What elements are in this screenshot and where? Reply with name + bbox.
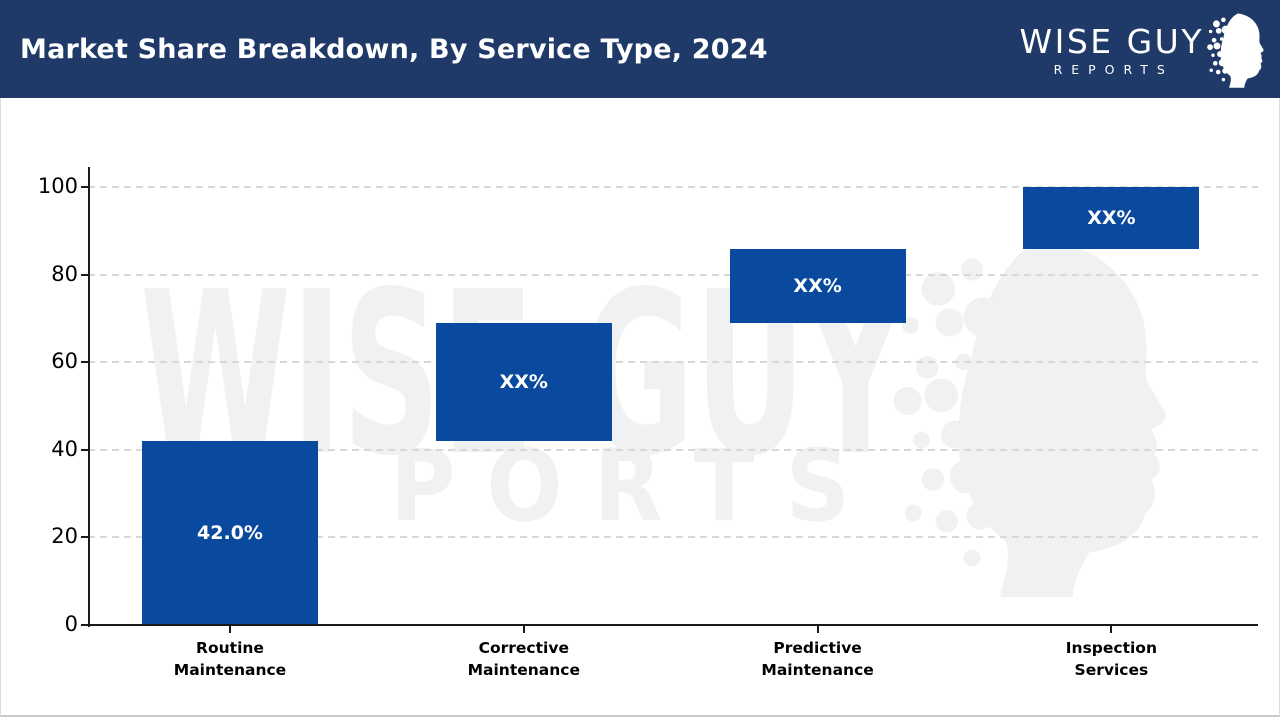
y-axis-line — [88, 167, 90, 627]
y-tick-mark — [81, 448, 88, 451]
x-tick-mark — [229, 626, 231, 633]
y-tick-mark — [81, 536, 88, 539]
brand-name: WISE GUY — [1019, 21, 1204, 61]
brand-wordmark: WISE GUY REPORTS — [1019, 21, 1204, 77]
y-tick-label: 0 — [64, 612, 78, 636]
y-tick-mark — [81, 186, 88, 189]
brand-subtitle: REPORTS — [1053, 61, 1174, 77]
x-axis-line — [88, 624, 1258, 626]
x-tick-mark — [1110, 626, 1113, 633]
watermark-reports: P O R T S — [390, 429, 850, 544]
y-tick-label: 20 — [51, 524, 78, 549]
y-tick-mark — [81, 624, 88, 626]
y-grid-line — [88, 448, 1258, 451]
x-category-label: Predictive Maintenance — [761, 639, 874, 679]
bar-value-label: XX% — [499, 371, 548, 394]
y-tick-label: 100 — [37, 174, 78, 199]
x-category-label: Routine Maintenance — [173, 639, 287, 679]
y-grid-line — [88, 186, 1258, 189]
bar-segment — [435, 323, 612, 442]
bar-value-label: XX% — [793, 274, 842, 297]
y-grid-line — [88, 273, 1258, 276]
x-category-label: Corrective Maintenance — [467, 639, 580, 679]
brand-logo: WISE GUY REPORTS — [1019, 6, 1264, 94]
x-tick-mark — [816, 626, 819, 633]
watermark-face-icon — [893, 238, 1166, 597]
y-tick-mark — [81, 361, 88, 364]
bar-segment — [1023, 187, 1200, 249]
y-tick-label: 60 — [51, 349, 78, 374]
bar-value-label: XX% — [1087, 207, 1136, 230]
logo-face-icon — [1207, 13, 1264, 88]
bar-segment — [142, 441, 318, 625]
y-tick-mark — [81, 273, 88, 276]
x-tick-mark — [522, 626, 525, 633]
bar-value-label: 42.0% — [197, 522, 263, 545]
x-category-label: Inspection Services — [1065, 639, 1157, 679]
y-grid-line — [88, 361, 1258, 364]
bar-segment — [729, 248, 906, 324]
page-title: Market Share Breakdown, By Service Type,… — [20, 33, 768, 65]
header-bar: Market Share Breakdown, By Service Type,… — [0, 0, 1280, 98]
y-tick-label: 80 — [51, 261, 78, 286]
y-grid-line — [88, 536, 1258, 539]
y-tick-label: 40 — [51, 436, 78, 461]
